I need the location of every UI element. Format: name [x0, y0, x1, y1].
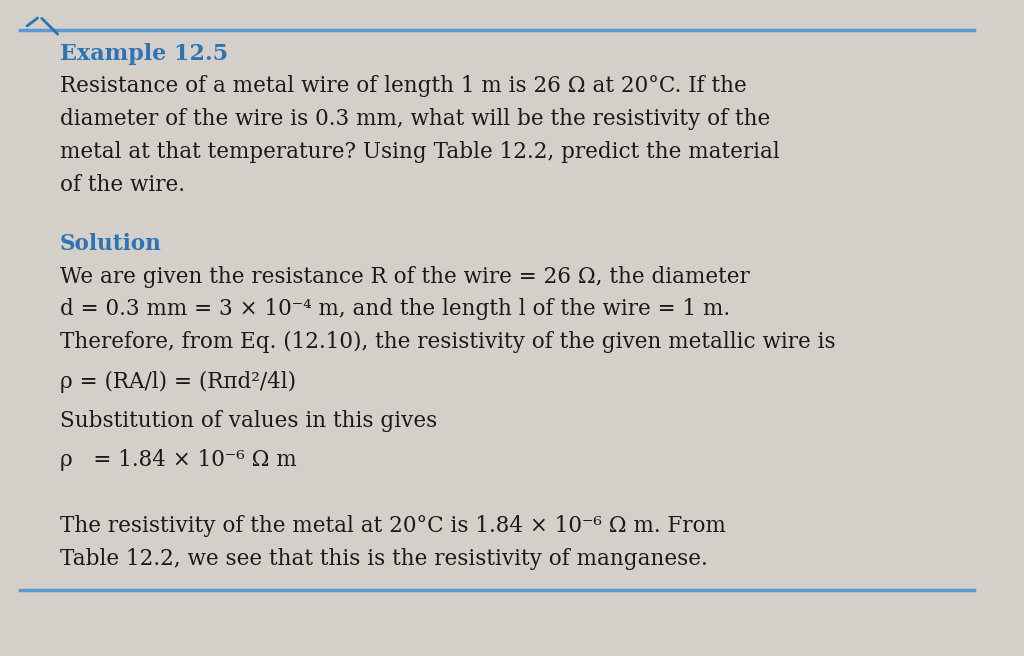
Text: ρ = (RA/l) = (Rπd²/4l): ρ = (RA/l) = (Rπd²/4l)	[59, 371, 296, 393]
Text: ρ   = 1.84 × 10⁻⁶ Ω m: ρ = 1.84 × 10⁻⁶ Ω m	[59, 449, 296, 472]
Text: Substitution of values in this gives: Substitution of values in this gives	[59, 410, 437, 432]
Text: Example 12.5: Example 12.5	[59, 43, 227, 65]
Text: Table 12.2, we see that this is the resistivity of manganese.: Table 12.2, we see that this is the resi…	[59, 548, 708, 570]
Text: We are given the resistance R of the wire = 26 Ω, the diameter: We are given the resistance R of the wir…	[59, 266, 750, 288]
Text: of the wire.: of the wire.	[59, 174, 184, 196]
Text: diameter of the wire is 0.3 mm, what will be the resistivity of the: diameter of the wire is 0.3 mm, what wil…	[59, 108, 770, 131]
Text: Therefore, from Eq. (12.10), the resistivity of the given metallic wire is: Therefore, from Eq. (12.10), the resisti…	[59, 331, 836, 354]
Text: Solution: Solution	[59, 233, 162, 255]
Text: Resistance of a metal wire of length 1 m is 26 Ω at 20°C. If the: Resistance of a metal wire of length 1 m…	[59, 75, 746, 98]
Text: metal at that temperature? Using Table 12.2, predict the material: metal at that temperature? Using Table 1…	[59, 141, 779, 163]
Text: The resistivity of the metal at 20°C is 1.84 × 10⁻⁶ Ω m. From: The resistivity of the metal at 20°C is …	[59, 515, 726, 537]
Text: d = 0.3 mm = 3 × 10⁻⁴ m, and the length l of the wire = 1 m.: d = 0.3 mm = 3 × 10⁻⁴ m, and the length …	[59, 298, 730, 321]
